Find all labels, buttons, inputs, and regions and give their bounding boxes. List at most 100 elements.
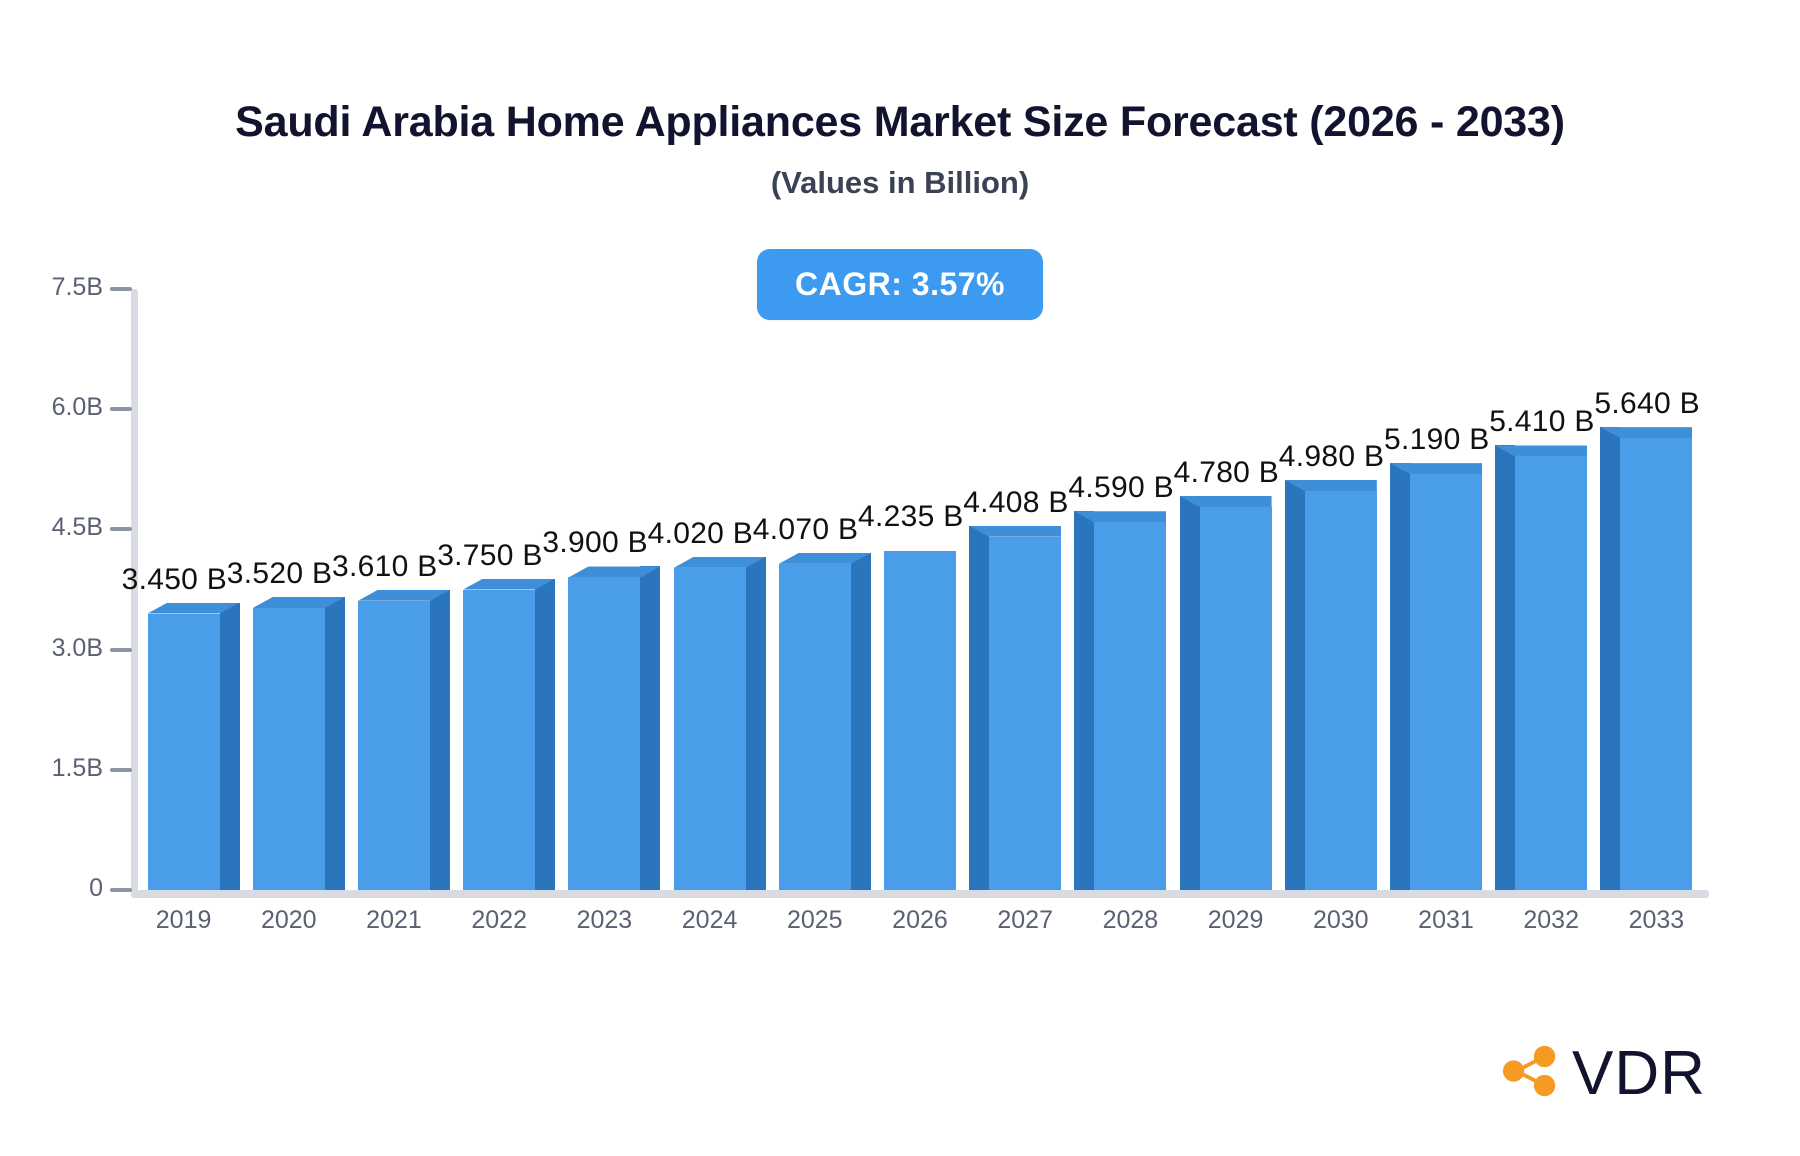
- x-tick-label-2033: 2033: [1628, 906, 1685, 934]
- bar-side-face: [969, 525, 990, 890]
- bar-2025[interactable]: [778, 552, 871, 890]
- y-tick-label: 4.5B: [51, 513, 103, 542]
- y-tick-mark: [110, 527, 132, 532]
- bar-value-label: 5.640 B: [1594, 387, 1700, 421]
- x-tick-label-2028: 2028: [1102, 906, 1159, 934]
- y-tick-label: 1.5B: [51, 753, 103, 782]
- bar-top-face: [1600, 427, 1693, 439]
- bar-2022[interactable]: [463, 578, 556, 890]
- bar-value-label: 3.610 B: [332, 549, 438, 583]
- bar-side-face: [850, 552, 871, 890]
- y-tick-label: 3.0B: [51, 633, 103, 662]
- bar-front-face: [1304, 490, 1377, 890]
- bar-2024[interactable]: [673, 556, 766, 890]
- bar-top-face: [463, 578, 556, 590]
- y-tick-mark: [110, 888, 132, 892]
- bar-side-face: [430, 589, 450, 890]
- bar-value-label: 3.450 B: [121, 562, 228, 596]
- cagr-badge: CAGR: 3.57%: [757, 249, 1043, 320]
- bar-front-face: [568, 577, 641, 890]
- x-tick-label-2021: 2021: [366, 906, 422, 934]
- bar-value-label: 4.235 B: [858, 499, 964, 533]
- bar-side-face: [1179, 495, 1200, 890]
- bar-value-label: 5.410 B: [1489, 405, 1595, 439]
- bar-front-face: [673, 567, 746, 890]
- y-tick-mark: [110, 287, 132, 291]
- bar-value-label: 4.020 B: [647, 516, 754, 550]
- bar-front-face: [1515, 456, 1588, 890]
- bar-value-label: 4.590 B: [1068, 471, 1174, 505]
- bar-top-face: [1495, 445, 1588, 457]
- bar-top-face: [1284, 479, 1377, 491]
- bar-side-face: [1284, 479, 1305, 890]
- bar-2031[interactable]: [1390, 463, 1482, 890]
- bar-top-face: [1179, 495, 1272, 507]
- x-tick-label-2032: 2032: [1523, 906, 1579, 934]
- y-tick-mark: [110, 407, 132, 412]
- y-tick-mark: [110, 647, 132, 652]
- bar-side-face: [1074, 511, 1095, 890]
- x-tick-label-2031: 2031: [1418, 906, 1474, 934]
- bar-2027[interactable]: [969, 525, 1062, 890]
- bar-front-face: [1199, 506, 1272, 890]
- bar-front-face: [147, 613, 220, 890]
- y-axis-line: [131, 289, 138, 896]
- x-tick-label-2027: 2027: [997, 906, 1053, 934]
- bar-2032[interactable]: [1495, 445, 1588, 890]
- bar-top-face: [252, 596, 345, 608]
- x-tick-label-2030: 2030: [1312, 906, 1369, 934]
- x-tick-label-2026: 2026: [892, 906, 948, 934]
- bar-2033[interactable]: [1600, 427, 1693, 890]
- bar-side-face: [745, 556, 766, 890]
- bar-front-face: [463, 589, 536, 890]
- bar-front-face: [778, 563, 851, 890]
- bar-side-face: [535, 578, 556, 890]
- bar-2021[interactable]: [358, 589, 450, 890]
- bar-side-face: [1495, 445, 1516, 890]
- bar-side-face: [640, 566, 661, 890]
- bar-top-face: [568, 566, 661, 578]
- chart-title: Saudi Arabia Home Appliances Market Size…: [235, 98, 1565, 146]
- bar-front-face: [252, 607, 325, 890]
- vdr-logo: VDR: [1500, 1040, 1706, 1107]
- x-tick-label-2024: 2024: [681, 906, 738, 934]
- bar-front-face: [1094, 522, 1167, 890]
- bar-side-face: [1600, 427, 1621, 890]
- bar-top-face: [1074, 511, 1167, 523]
- bar-front-face: [358, 600, 430, 890]
- bar-2019[interactable]: [147, 602, 240, 890]
- bar-side-face: [1390, 463, 1410, 890]
- bar-front-face: [884, 550, 956, 890]
- share-nodes-icon: [1500, 1040, 1562, 1107]
- bar-front-face: [1410, 474, 1482, 890]
- x-tick-label-2019: 2019: [155, 906, 212, 934]
- bar-top-face: [1390, 463, 1482, 475]
- x-tick-label-2029: 2029: [1207, 906, 1264, 934]
- x-tick-label-2025: 2025: [786, 906, 843, 934]
- bar-2023[interactable]: [568, 566, 661, 890]
- bar-front-face: [989, 536, 1062, 890]
- bar-top-face: [358, 589, 450, 601]
- bar-value-label: 3.900 B: [542, 526, 648, 560]
- bar-2020[interactable]: [252, 596, 345, 890]
- bar-2028[interactable]: [1074, 511, 1167, 890]
- bar-side-face: [324, 596, 345, 890]
- x-tick-label-2022: 2022: [471, 906, 527, 934]
- chart-subtitle: (Values in Billion): [770, 165, 1030, 200]
- bar-side-face: [219, 602, 240, 890]
- bar-value-label: 3.750 B: [437, 538, 543, 572]
- bar-2029[interactable]: [1179, 495, 1272, 890]
- bar-top-face: [673, 556, 766, 568]
- x-tick-label-2020: 2020: [260, 906, 317, 934]
- y-tick-mark: [110, 767, 132, 772]
- bar-2026[interactable]: [884, 550, 956, 890]
- bar-2030[interactable]: [1284, 479, 1377, 890]
- logo-text: VDR: [1572, 1038, 1706, 1108]
- y-tick-label: 0: [89, 874, 103, 902]
- bar-value-label: 5.190 B: [1384, 423, 1490, 457]
- x-axis-line: [131, 890, 1709, 898]
- bar-value-label: 4.780 B: [1173, 455, 1280, 489]
- bar-value-label: 4.070 B: [752, 512, 859, 546]
- bar-value-label: 3.520 B: [226, 556, 333, 590]
